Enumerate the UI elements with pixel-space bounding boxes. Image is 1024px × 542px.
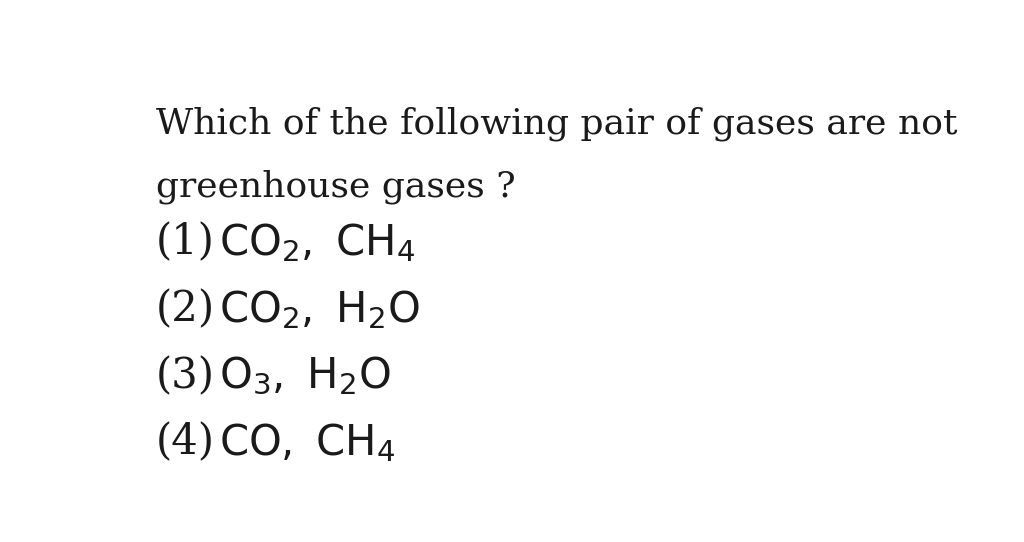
Text: greenhouse gases ?: greenhouse gases ? xyxy=(156,169,515,204)
Text: $\mathrm{O_3,\ H_2O}$: $\mathrm{O_3,\ H_2O}$ xyxy=(219,355,391,397)
Text: $\mathrm{CO,\ CH_4}$: $\mathrm{CO,\ CH_4}$ xyxy=(219,421,395,464)
Text: (2): (2) xyxy=(156,288,215,330)
Text: $\mathrm{CO_2,\ H_2O}$: $\mathrm{CO_2,\ H_2O}$ xyxy=(219,288,420,331)
Text: Which of the following pair of gases are not: Which of the following pair of gases are… xyxy=(156,107,957,141)
Text: (4): (4) xyxy=(156,422,215,464)
Text: (3): (3) xyxy=(156,355,215,397)
Text: (1): (1) xyxy=(156,222,215,263)
Text: $\mathrm{CO_2,\ CH_4}$: $\mathrm{CO_2,\ CH_4}$ xyxy=(219,221,416,264)
